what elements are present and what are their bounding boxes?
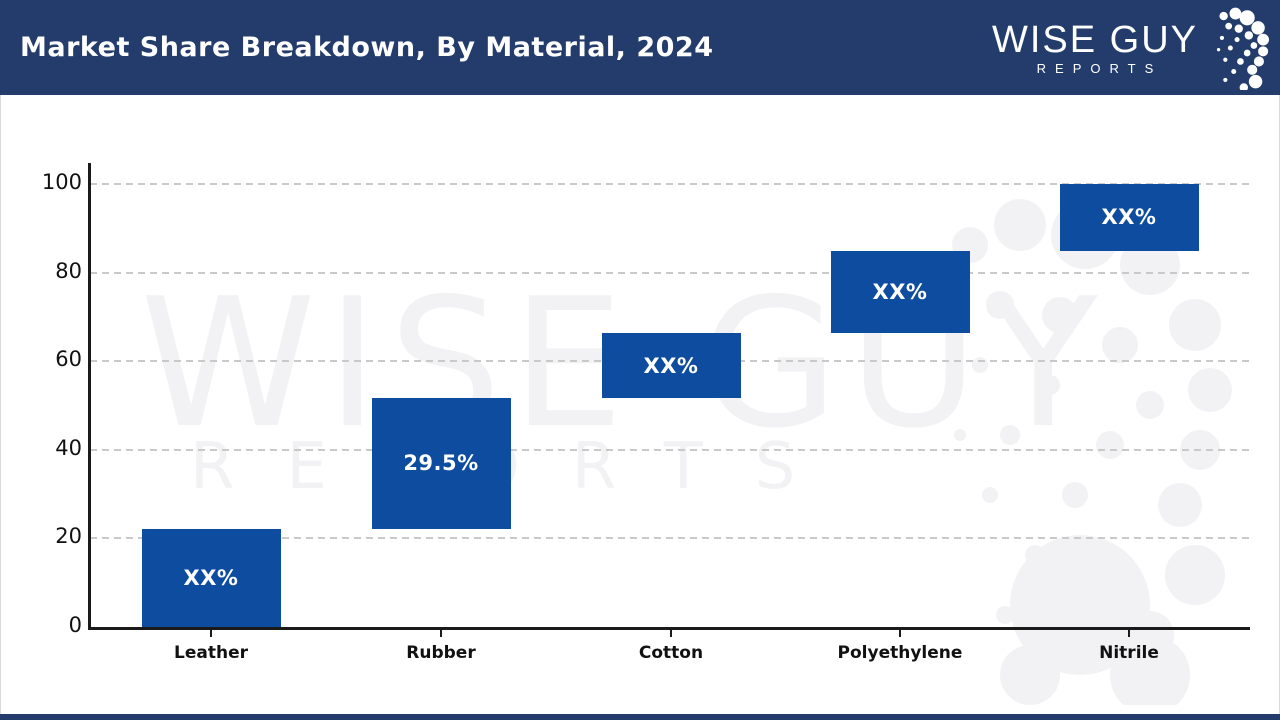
logo-wordmark: WISE GUY: [991, 19, 1198, 61]
x-axis-line: [90, 627, 1250, 630]
x-tick: [440, 630, 442, 637]
x-tick: [1128, 630, 1130, 637]
bar-value-label: XX%: [183, 565, 239, 590]
x-axis-label-nitrile: Nitrile: [1099, 643, 1159, 663]
x-tick: [899, 630, 901, 637]
x-tick: [210, 630, 212, 637]
bar-value-label: XX%: [872, 279, 928, 304]
bar-value-label: 29.5%: [403, 451, 479, 476]
bar-nitrile: XX%: [1059, 184, 1199, 251]
bar-value-label: XX%: [1101, 205, 1157, 230]
x-axis-label-rubber: Rubber: [406, 643, 476, 663]
logo-head-icon: [1216, 7, 1269, 90]
logo-subtext: REPORTS: [1036, 61, 1163, 76]
watermark-subtext: REPORTS: [190, 430, 848, 504]
header-bar: Market Share Breakdown, By Material, 202…: [0, 0, 1280, 95]
bar-polyethylene: XX%: [830, 250, 970, 334]
y-tick-label: 100: [41, 170, 82, 195]
bar-value-label: XX%: [643, 353, 699, 378]
report-title: Market Share Breakdown, By Material, 202…: [20, 32, 714, 63]
watermark-head-icon: [952, 199, 1232, 705]
y-tick-label: 20: [55, 524, 82, 549]
y-tick-label: 80: [55, 258, 82, 283]
bar-leather: XX%: [141, 528, 281, 627]
y-tick-label: 40: [55, 435, 82, 460]
gridline: [90, 271, 1250, 274]
gridline: [90, 183, 1250, 186]
chart-area: WISE GUY REPORTS 0 20 40 60 80 100 XX% Leather 2…: [0, 95, 1280, 714]
wiseguy-logo: WISE GUY REPORTS: [992, 6, 1270, 90]
x-tick: [670, 630, 672, 637]
y-tick-label: 60: [55, 347, 82, 372]
x-axis-label-polyethylene: Polyethylene: [837, 643, 963, 663]
bar-rubber: 29.5%: [371, 398, 511, 529]
gridline: [90, 537, 1250, 540]
bar-cotton: XX%: [601, 333, 741, 399]
footer-bar: [0, 714, 1280, 720]
x-axis-label-leather: Leather: [174, 643, 248, 663]
y-tick-label: 0: [68, 613, 82, 637]
y-axis-line: [88, 163, 91, 630]
gridline: [90, 448, 1250, 451]
x-axis-label-cotton: Cotton: [638, 643, 704, 663]
